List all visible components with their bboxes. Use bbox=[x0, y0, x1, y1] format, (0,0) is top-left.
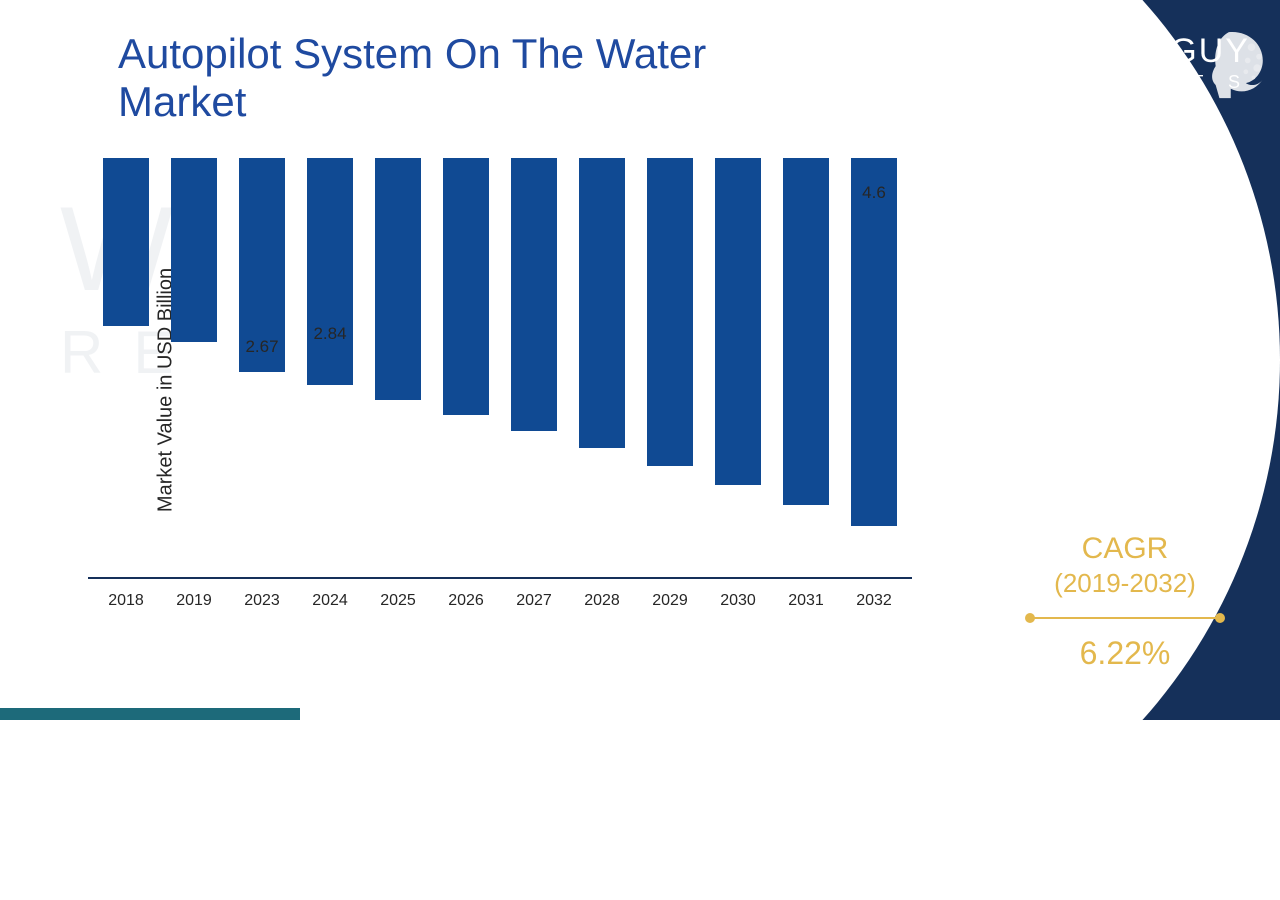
bar-slot bbox=[772, 158, 840, 577]
x-tick-label: 2026 bbox=[432, 584, 500, 620]
x-tick-label: 2028 bbox=[568, 584, 636, 620]
x-tick-label: 2024 bbox=[296, 584, 364, 620]
cagr-block: CAGR (2019-2032) 6.22% bbox=[970, 532, 1280, 672]
x-tick-label: 2025 bbox=[364, 584, 432, 620]
cagr-separator bbox=[1030, 617, 1220, 619]
x-tick-label: 2027 bbox=[500, 584, 568, 620]
bar bbox=[171, 158, 217, 342]
logo-text: WISE GUY R E P O R T S bbox=[1004, 34, 1250, 93]
bottom-accent-band bbox=[0, 708, 300, 720]
bar bbox=[307, 158, 353, 385]
cagr-range: (2019-2032) bbox=[970, 568, 1280, 599]
bar-slot bbox=[636, 158, 704, 577]
bar-slot: 2.84 bbox=[296, 158, 364, 577]
bar-slot bbox=[92, 158, 160, 577]
x-tick-label: 2032 bbox=[840, 584, 908, 620]
x-ticks: 2018201920232024202520262027202820292030… bbox=[88, 584, 912, 620]
title-block: Autopilot System On The Water Market bbox=[118, 30, 818, 127]
bar bbox=[647, 158, 693, 466]
chart: Market Value in USD Billion 2.672.844.6 … bbox=[52, 160, 912, 620]
x-axis-line bbox=[88, 577, 912, 579]
bar-slot bbox=[704, 158, 772, 577]
x-tick-label: 2019 bbox=[160, 584, 228, 620]
page-root: WISE GUY R E P O R T S CAGR (2019-2032) … bbox=[0, 0, 1280, 720]
bar-container: 2.67 2.84 4.6 bbox=[88, 158, 912, 577]
bar bbox=[511, 158, 557, 431]
bar-slot bbox=[432, 158, 500, 577]
plot-area: 2.67 2.84 4.6 bbox=[88, 160, 912, 580]
x-tick-label: 2031 bbox=[772, 584, 840, 620]
bar-slot: 4.6 bbox=[840, 158, 908, 577]
bar bbox=[715, 158, 761, 485]
bar-value-label: 2.67 bbox=[245, 337, 278, 357]
logo-line2: R E P O R T S bbox=[1004, 72, 1250, 93]
bar-value-label: 2.84 bbox=[313, 324, 346, 344]
x-tick-label: 2029 bbox=[636, 584, 704, 620]
side-inner: WISE GUY R E P O R T S CAGR (2019-2032) … bbox=[970, 0, 1280, 720]
bar-slot: 2.67 bbox=[228, 158, 296, 577]
page-title: Autopilot System On The Water Market bbox=[118, 30, 818, 127]
bar bbox=[783, 158, 829, 505]
bar bbox=[103, 158, 149, 326]
side-panel: WISE GUY R E P O R T S CAGR (2019-2032) … bbox=[970, 0, 1280, 720]
logo-line1: WISE GUY bbox=[1004, 34, 1250, 68]
bar-slot bbox=[364, 158, 432, 577]
bar-slot bbox=[568, 158, 636, 577]
bar-slot bbox=[500, 158, 568, 577]
cagr-value: 6.22% bbox=[970, 635, 1280, 672]
bar bbox=[443, 158, 489, 415]
x-tick-label: 2023 bbox=[228, 584, 296, 620]
bar-slot bbox=[160, 158, 228, 577]
bar bbox=[579, 158, 625, 448]
x-tick-label: 2030 bbox=[704, 584, 772, 620]
bar bbox=[375, 158, 421, 400]
bar-value-label: 4.6 bbox=[862, 183, 886, 203]
bar bbox=[851, 158, 897, 526]
cagr-title: CAGR bbox=[970, 532, 1280, 566]
x-tick-label: 2018 bbox=[92, 584, 160, 620]
